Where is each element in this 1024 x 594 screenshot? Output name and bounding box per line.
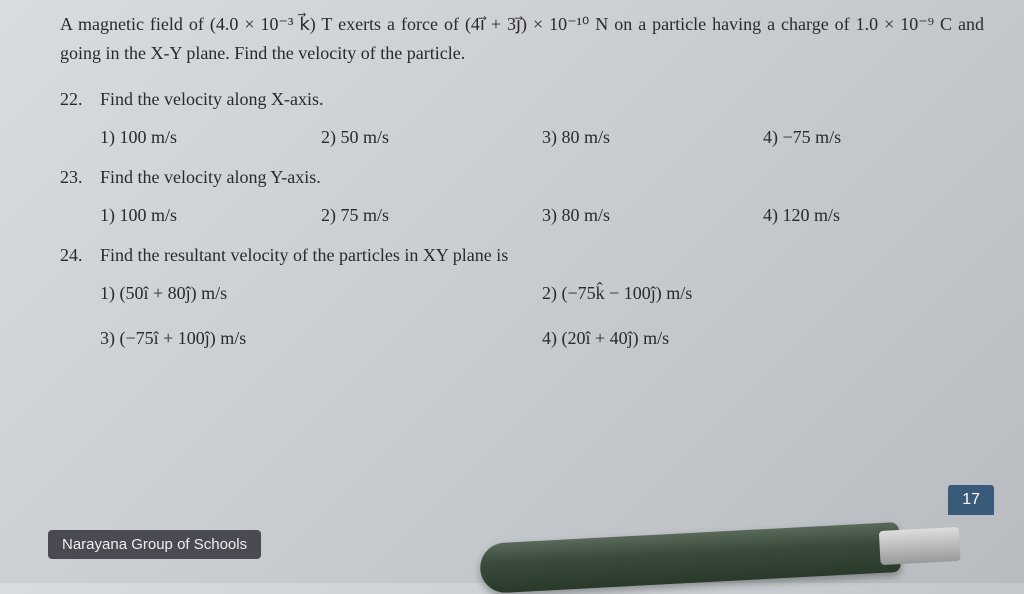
q23-option-1: 1) 100 m/s [100, 205, 321, 226]
q22-option-4: 4) −75 m/s [763, 127, 984, 148]
question-22-text: Find the velocity along X-axis. [100, 86, 323, 113]
q24-option-2: 2) (−75k̂ − 100ĵ) m/s [542, 283, 984, 304]
q24-option-4: 4) (20î + 40ĵ) m/s [542, 328, 984, 349]
footer-school-label: Narayana Group of Schools [48, 530, 261, 559]
q23-option-3: 3) 80 m/s [542, 205, 763, 226]
q24-option-3: 3) (−75î + 100ĵ) m/s [100, 328, 542, 349]
intro-expr-f: 1.0 × 10⁻⁹ C [856, 14, 952, 34]
intro-paragraph: A magnetic field of (4.0 × 10⁻³ k⃗) T ex… [60, 10, 984, 68]
question-23-number: 23. [60, 167, 100, 188]
question-22-number: 22. [60, 89, 100, 110]
question-23-options: 1) 100 m/s 2) 75 m/s 3) 80 m/s 4) 120 m/… [60, 205, 984, 226]
question-22-options: 1) 100 m/s 2) 50 m/s 3) 80 m/s 4) −75 m/… [60, 127, 984, 148]
q22-option-2: 2) 50 m/s [321, 127, 542, 148]
q22-option-3: 3) 80 m/s [542, 127, 763, 148]
question-22-header: 22. Find the velocity along X-axis. [60, 86, 984, 113]
intro-expr-b: (4.0 × 10⁻³ k⃗) T [210, 14, 332, 34]
question-22: 22. Find the velocity along X-axis. 1) 1… [60, 86, 984, 148]
pen-object [479, 522, 901, 594]
intro-text-e: on a particle having a charge of [608, 14, 855, 34]
question-23: 23. Find the velocity along Y-axis. 1) 1… [60, 164, 984, 226]
q22-option-1: 1) 100 m/s [100, 127, 321, 148]
page-content: A magnetic field of (4.0 × 10⁻³ k⃗) T ex… [0, 0, 1024, 409]
intro-text-a: A magnetic field of [60, 14, 210, 34]
question-23-header: 23. Find the velocity along Y-axis. [60, 164, 984, 191]
question-24-number: 24. [60, 245, 100, 266]
intro-expr-d: (4i⃗ + 3j⃗) × 10⁻¹⁰ N [465, 14, 608, 34]
question-23-text: Find the velocity along Y-axis. [100, 164, 321, 191]
question-24-text: Find the resultant velocity of the parti… [100, 242, 508, 269]
page-number-badge: 17 [948, 485, 994, 515]
q23-option-2: 2) 75 m/s [321, 205, 542, 226]
q23-option-4: 4) 120 m/s [763, 205, 984, 226]
question-24-header: 24. Find the resultant velocity of the p… [60, 242, 984, 269]
question-24-options: 1) (50î + 80ĵ) m/s 2) (−75k̂ − 100ĵ) m/s… [60, 283, 984, 373]
question-24: 24. Find the resultant velocity of the p… [60, 242, 984, 373]
q24-option-1: 1) (50î + 80ĵ) m/s [100, 283, 542, 304]
intro-text-c: exerts a force of [332, 14, 465, 34]
